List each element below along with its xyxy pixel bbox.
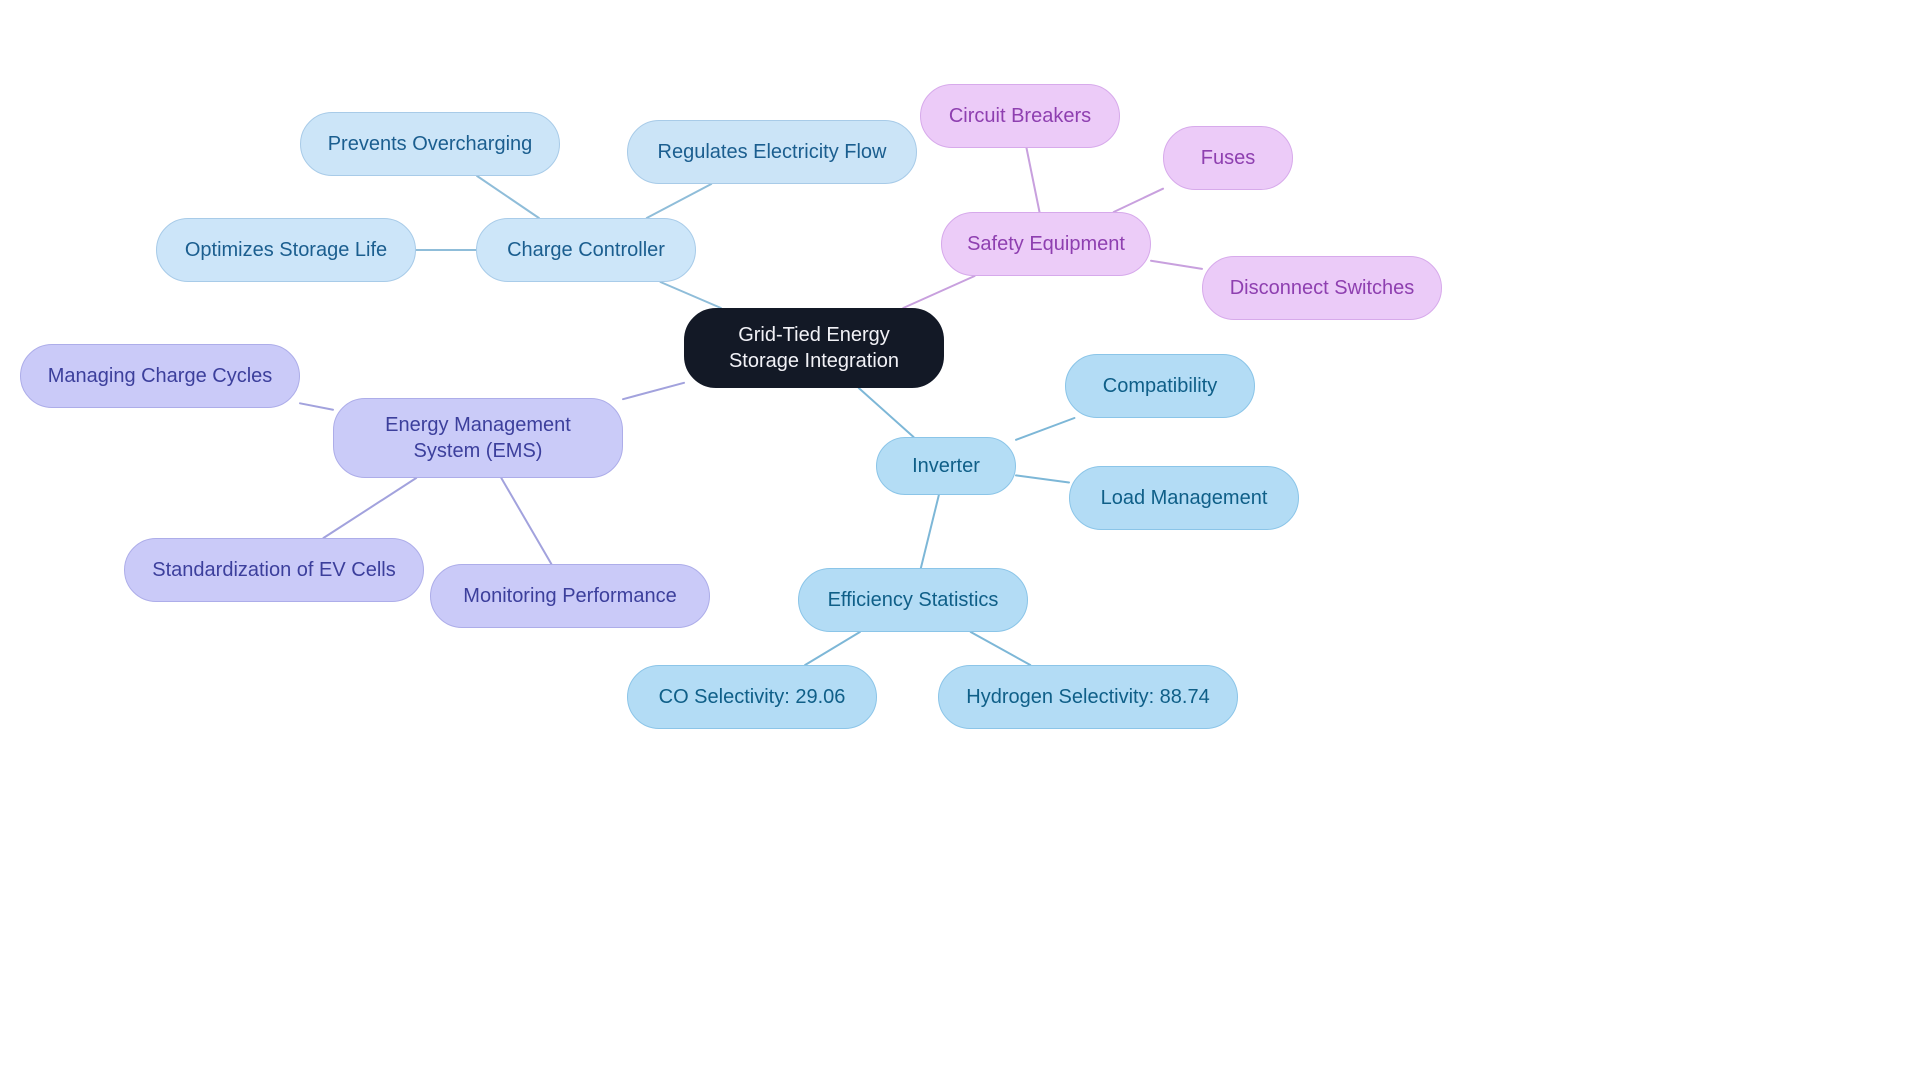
- node-label: Circuit Breakers: [949, 103, 1091, 129]
- edge: [1151, 261, 1202, 269]
- node-label: Monitoring Performance: [463, 583, 676, 609]
- node-optimizes: Optimizes Storage Life: [156, 218, 416, 282]
- edge: [1016, 475, 1069, 482]
- node-label: Efficiency Statistics: [828, 587, 999, 613]
- node-prevents: Prevents Overcharging: [300, 112, 560, 176]
- edge: [1027, 148, 1040, 212]
- edge: [501, 478, 551, 564]
- node-label: Managing Charge Cycles: [48, 363, 273, 389]
- node-monitor: Monitoring Performance: [430, 564, 710, 628]
- node-regulates: Regulates Electricity Flow: [627, 120, 917, 184]
- edge: [300, 403, 333, 409]
- node-label: Hydrogen Selectivity: 88.74: [966, 684, 1209, 710]
- edge: [660, 282, 720, 308]
- node-label: Load Management: [1101, 485, 1268, 511]
- node-charge: Charge Controller: [476, 218, 696, 282]
- node-label: Standardization of EV Cells: [152, 557, 395, 583]
- node-label: Fuses: [1201, 145, 1255, 171]
- node-compat: Compatibility: [1065, 354, 1255, 418]
- mindmap-canvas: Grid-Tied Energy Storage Integration Char…: [0, 0, 1920, 1083]
- node-label: Charge Controller: [507, 237, 665, 263]
- edge: [477, 176, 539, 218]
- node-ems: Energy Management System (EMS): [333, 398, 623, 478]
- node-label: Disconnect Switches: [1230, 275, 1415, 301]
- node-fuses: Fuses: [1163, 126, 1293, 190]
- node-label: Regulates Electricity Flow: [658, 139, 887, 165]
- node-co: CO Selectivity: 29.06: [627, 665, 877, 729]
- node-label: Prevents Overcharging: [328, 131, 533, 157]
- edge: [647, 184, 712, 218]
- node-disconnect: Disconnect Switches: [1202, 256, 1442, 320]
- edge: [323, 478, 416, 538]
- node-root: Grid-Tied Energy Storage Integration: [684, 308, 944, 388]
- node-label: Grid-Tied Energy Storage Integration: [709, 322, 919, 374]
- node-label: Safety Equipment: [967, 231, 1125, 257]
- node-breakers: Circuit Breakers: [920, 84, 1120, 148]
- edge: [971, 632, 1031, 665]
- edge: [921, 495, 939, 568]
- node-label: Energy Management System (EMS): [358, 412, 598, 464]
- edge: [859, 388, 914, 437]
- edge: [623, 383, 684, 399]
- node-label: Inverter: [912, 453, 980, 479]
- edge: [903, 276, 974, 308]
- edge: [1016, 418, 1074, 440]
- node-label: CO Selectivity: 29.06: [659, 684, 846, 710]
- node-hydrogen: Hydrogen Selectivity: 88.74: [938, 665, 1238, 729]
- node-label: Optimizes Storage Life: [185, 237, 387, 263]
- node-inverter: Inverter: [876, 437, 1016, 495]
- node-label: Compatibility: [1103, 373, 1217, 399]
- node-load: Load Management: [1069, 466, 1299, 530]
- edge: [805, 632, 860, 665]
- edge: [1114, 189, 1163, 212]
- node-standard: Standardization of EV Cells: [124, 538, 424, 602]
- node-effstats: Efficiency Statistics: [798, 568, 1028, 632]
- node-safety: Safety Equipment: [941, 212, 1151, 276]
- node-cycles: Managing Charge Cycles: [20, 344, 300, 408]
